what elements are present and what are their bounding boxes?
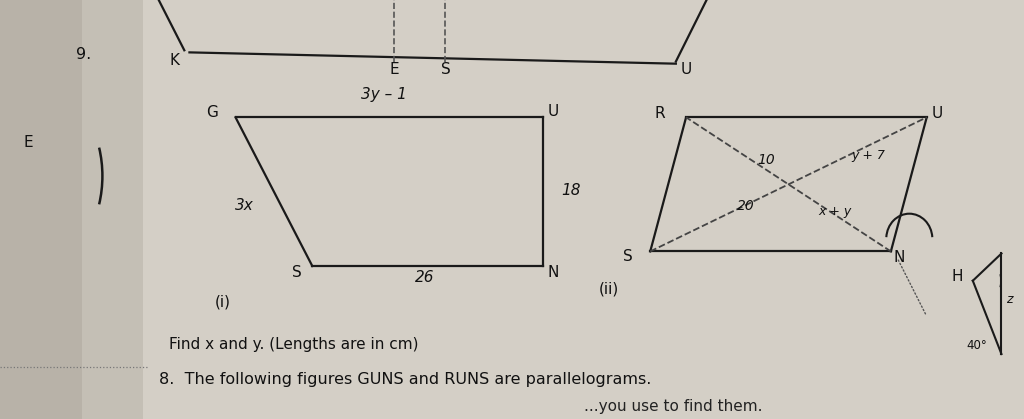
Text: N: N [894, 250, 905, 265]
Text: U: U [548, 103, 559, 119]
Text: 8.  The following figures GUNS and RUNS are parallelograms.: 8. The following figures GUNS and RUNS a… [159, 372, 651, 387]
Text: 18: 18 [561, 183, 581, 198]
Text: S: S [623, 249, 633, 264]
Text: (ii): (ii) [599, 282, 620, 297]
Text: E: E [389, 62, 399, 78]
Text: H: H [951, 269, 963, 284]
Text: (i): (i) [215, 294, 231, 309]
Text: ...you use to find them.: ...you use to find them. [584, 399, 762, 414]
Text: S: S [440, 62, 451, 78]
Text: z: z [1006, 293, 1012, 306]
Text: 20: 20 [736, 199, 755, 213]
Text: 9.: 9. [77, 47, 91, 62]
Bar [82, 0, 143, 419]
Text: U: U [681, 62, 691, 78]
Text: K: K [169, 53, 179, 68]
Text: E: E [24, 135, 34, 150]
Text: x + y: x + y [818, 205, 851, 218]
Text: S: S [292, 265, 302, 280]
Text: Find x and y. (Lengths are in cm): Find x and y. (Lengths are in cm) [169, 337, 419, 352]
Text: 3y – 1: 3y – 1 [361, 87, 407, 102]
Text: y + 7: y + 7 [851, 148, 886, 162]
Text: U: U [932, 106, 943, 122]
Text: N: N [548, 265, 559, 280]
Text: 3x: 3x [236, 198, 254, 213]
Text: G: G [206, 105, 218, 120]
Text: 26: 26 [415, 270, 435, 285]
Text: R: R [655, 106, 666, 121]
Text: 10: 10 [757, 153, 775, 167]
Bar [0, 0, 82, 419]
Text: 40°: 40° [967, 339, 987, 352]
